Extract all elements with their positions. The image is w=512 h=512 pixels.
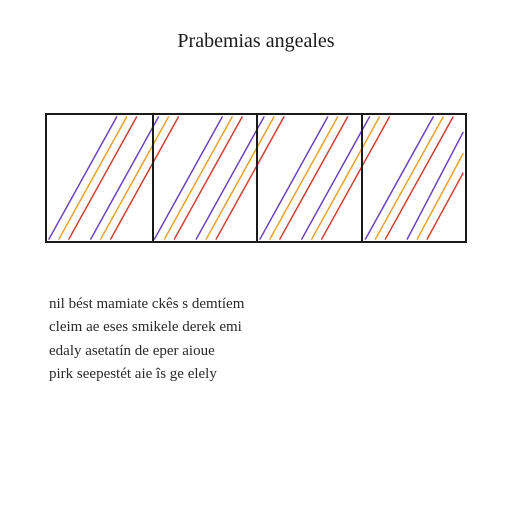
diagonal-line — [270, 117, 338, 239]
diagonal-line — [312, 117, 380, 239]
diagonal-line — [174, 117, 242, 239]
body-line: pirk seepestét aie îs ge elely — [49, 363, 463, 386]
diagonal-line — [216, 117, 284, 239]
diagonal-line — [417, 154, 463, 239]
diagonal-line — [111, 117, 179, 239]
diagonal-line — [375, 117, 443, 239]
body-line: cleim ae eses smikele derek emi — [49, 316, 463, 339]
diagonal-line — [154, 117, 222, 239]
body-line: edaly asetatín de eper aioue — [49, 340, 463, 363]
diagonal-line — [101, 117, 169, 239]
diagonal-line — [385, 117, 453, 239]
panel-divider — [256, 115, 258, 241]
panel-divider — [361, 115, 363, 241]
panel-divider — [152, 115, 154, 241]
diagonal-line — [49, 117, 117, 239]
diagram-frame — [45, 113, 467, 243]
diagonal-line — [206, 117, 274, 239]
diagonal-line — [280, 117, 348, 239]
diagonal-line — [91, 117, 159, 239]
page-title: Prabemias angeales — [45, 30, 467, 53]
diagonal-line — [164, 117, 232, 239]
diagonal-line — [196, 117, 264, 239]
diagonal-line — [59, 117, 127, 239]
diagonal-line — [427, 173, 463, 239]
body-line: nil bést mamiate ckês s demtíem — [49, 293, 463, 316]
diagonal-line — [302, 117, 370, 239]
diagonal-line — [69, 117, 137, 239]
diagonal-line — [322, 117, 390, 239]
diagonal-line — [260, 117, 328, 239]
diagram-container — [45, 113, 467, 243]
diagonal-line — [365, 117, 433, 239]
body-text: nil bést mamiate ckês s demtíemcleim ae … — [45, 293, 467, 386]
